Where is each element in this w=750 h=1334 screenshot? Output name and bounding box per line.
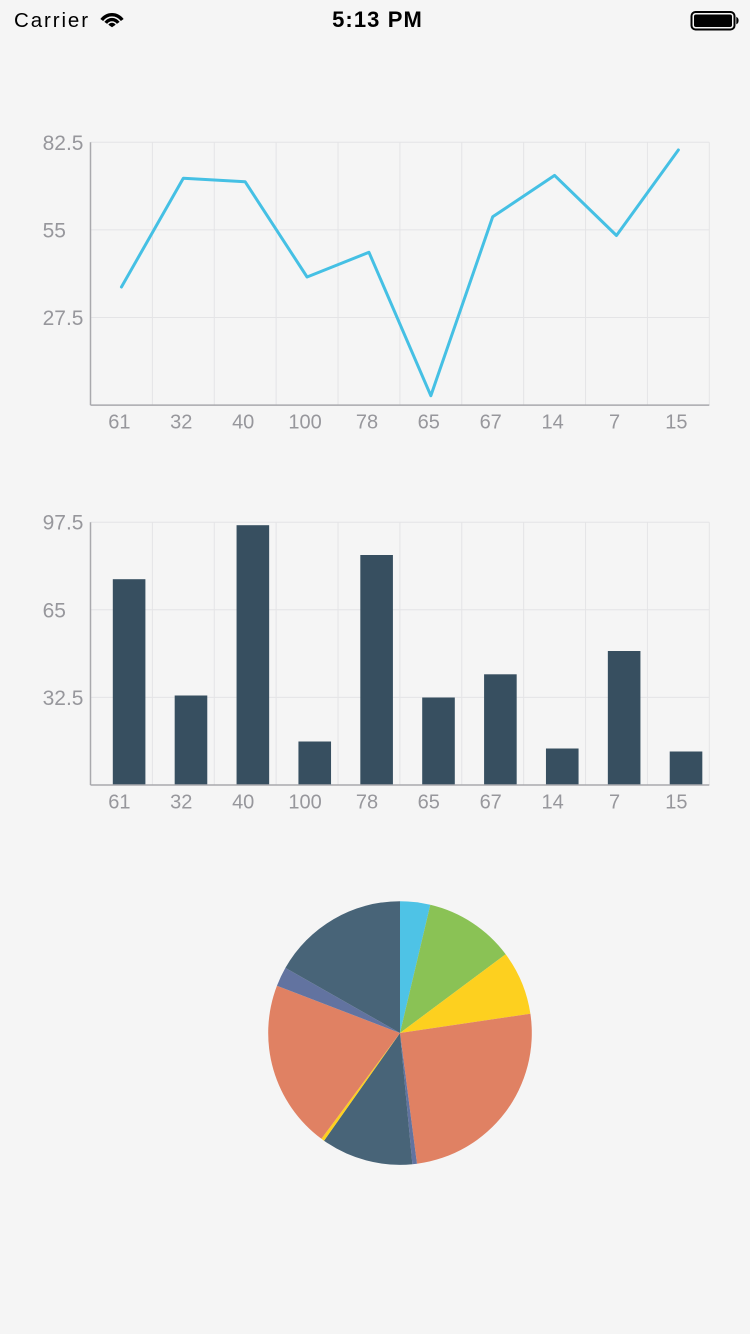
svg-text:15: 15	[665, 412, 687, 434]
svg-text:32: 32	[170, 412, 192, 434]
svg-text:82.5: 82.5	[43, 132, 84, 155]
svg-text:14: 14	[541, 792, 563, 814]
svg-text:67: 67	[480, 412, 502, 434]
svg-text:40: 40	[232, 792, 254, 814]
svg-text:7: 7	[609, 792, 620, 814]
svg-text:65: 65	[43, 599, 66, 622]
svg-text:14: 14	[541, 412, 563, 434]
svg-text:100: 100	[288, 412, 321, 434]
svg-text:65: 65	[418, 792, 440, 814]
svg-text:65: 65	[418, 412, 440, 434]
svg-text:27.5: 27.5	[43, 307, 84, 330]
svg-text:32: 32	[170, 792, 192, 814]
svg-text:55: 55	[43, 219, 66, 242]
svg-text:32.5: 32.5	[43, 687, 84, 710]
svg-text:61: 61	[108, 412, 130, 434]
svg-text:78: 78	[356, 792, 378, 814]
svg-text:67: 67	[480, 792, 502, 814]
svg-text:7: 7	[609, 412, 620, 434]
svg-text:15: 15	[665, 792, 687, 814]
svg-text:97.5: 97.5	[43, 512, 84, 535]
svg-text:40: 40	[232, 412, 254, 434]
svg-text:78: 78	[356, 412, 378, 434]
svg-text:61: 61	[108, 792, 130, 814]
svg-text:100: 100	[288, 792, 321, 814]
svg-text:Carrier: Carrier	[14, 9, 90, 32]
svg-text:5:13 PM: 5:13 PM	[332, 7, 423, 32]
